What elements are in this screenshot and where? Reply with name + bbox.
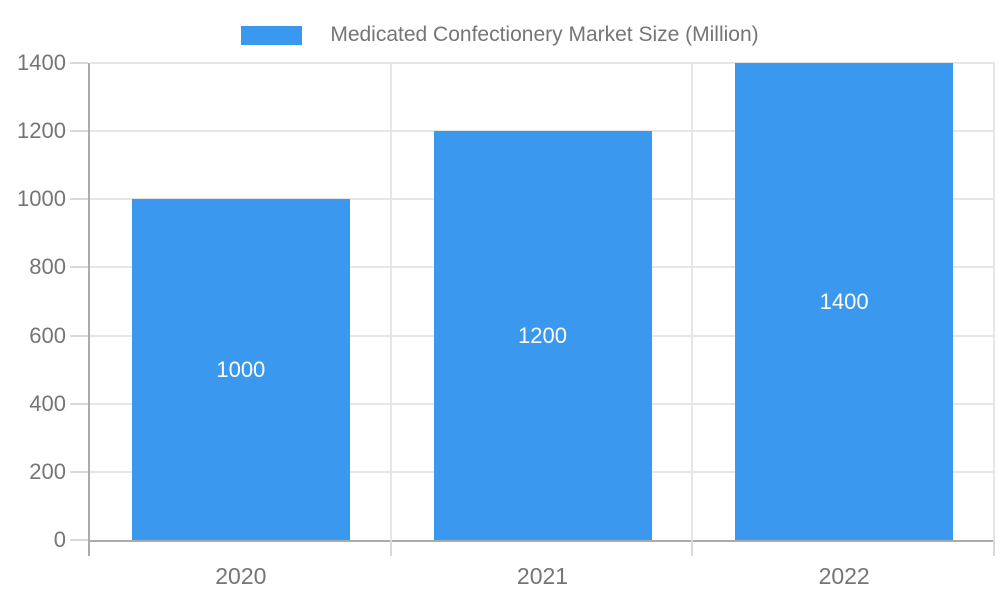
bar-value-label-2022: 1400 (819, 288, 869, 314)
y-axis-label-0: 0 (53, 527, 66, 552)
legend-swatch (241, 25, 303, 45)
bar-value-label-2021: 1200 (518, 322, 567, 348)
y-axis-label-400: 400 (29, 390, 66, 416)
x-tick-3 (993, 540, 995, 556)
gridline-x-1 (389, 63, 392, 540)
y-tick-1200 (70, 130, 88, 133)
y-axis-label-800: 800 (29, 254, 66, 280)
gridline-x-2 (691, 63, 694, 540)
legend-label: Medicated Confectionery Market Size (Mil… (330, 23, 759, 46)
y-tick-1400 (70, 62, 88, 64)
y-tick-200 (70, 470, 88, 473)
legend[interactable]: Medicated Confectionery Market Size (Mil… (0, 23, 1000, 47)
bar-value-label-2020: 1000 (216, 356, 266, 382)
x-axis-label-2020: 2020 (215, 563, 267, 589)
bar-2021[interactable]: 1200 (433, 131, 652, 540)
x-tick-1 (389, 540, 392, 556)
gridline-y-1400 (90, 62, 995, 64)
plot-area: 0 200 400 600 800 1000 1200 1400 1000 2020 1200 202… (17, 50, 995, 589)
y-axis-label-1200: 1200 (17, 118, 66, 144)
gridline-x-3 (993, 63, 995, 540)
bar-2020[interactable]: 1000 (131, 199, 350, 540)
x-axis-label-2022: 2022 (818, 563, 870, 589)
y-tick-0 (70, 539, 88, 541)
y-tick-800 (70, 266, 88, 269)
x-tick-0 (88, 540, 90, 556)
x-axis-label-2021: 2021 (516, 563, 569, 589)
y-tick-400 (70, 402, 88, 405)
bar-2022[interactable]: 1400 (735, 63, 954, 540)
y-tick-1000 (70, 198, 88, 201)
y-axis-label-600: 600 (29, 322, 66, 348)
x-tick-2 (691, 540, 694, 556)
y-axis-label-1000: 1000 (17, 186, 66, 212)
y-tick-600 (70, 334, 88, 337)
y-axis-label-1400: 1400 (17, 50, 66, 75)
y-axis-label-200: 200 (29, 458, 66, 484)
